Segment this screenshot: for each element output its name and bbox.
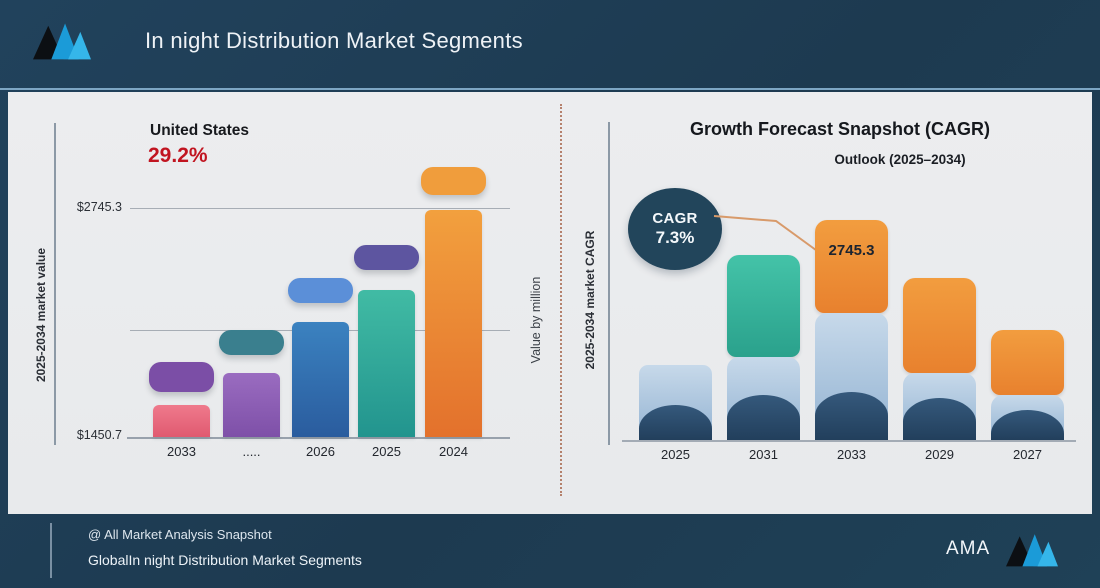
x-axis-line	[127, 437, 510, 439]
cagr-badge: CAGR 7.3%	[628, 188, 722, 270]
bar-value-label: 2745.3	[828, 242, 875, 259]
footer-credit: @ All Market Analysis Snapshot	[88, 527, 272, 542]
x-axis-label: 2025	[661, 447, 690, 462]
footer-divider-bar	[50, 523, 52, 578]
bar-2024	[425, 209, 482, 437]
bar-2033-segment-top	[815, 220, 888, 313]
y-axis-tick-label: $1450.7	[76, 428, 122, 442]
country-label: United States	[150, 122, 250, 139]
bar-2026	[292, 322, 349, 437]
bar-2027-segment-top	[991, 330, 1064, 395]
forecast-title: Growth Forecast Snapshot (CAGR)	[689, 119, 990, 139]
bar-.....	[223, 372, 280, 437]
charts-panel: 2025-2034 market value United States 29.…	[8, 92, 1092, 514]
x-axis-label: 2025	[372, 444, 401, 459]
footer: @ All Market Analysis Snapshot GlobalIn …	[0, 514, 1100, 588]
floating-cap-.....	[219, 329, 284, 356]
bar-2025	[358, 290, 415, 437]
bar-2033-segment-base	[815, 392, 888, 440]
bar-2029-segment-top	[903, 278, 976, 373]
cagr-badge-value: 7.3%	[655, 228, 695, 247]
bar-2031-segment-base	[727, 395, 800, 440]
ama-logo-icon	[1006, 534, 1058, 567]
x-axis-label: 2027	[1013, 447, 1042, 462]
footer-brand-text: AMA	[946, 538, 991, 559]
y-axis-tick-label: $2745.3	[76, 200, 122, 214]
forecast-subtitle: Outlook (2025–2034)	[834, 152, 966, 167]
page-title: In night Distribution Market Segments	[145, 28, 523, 53]
cagr-badge-label: CAGR	[652, 210, 698, 227]
header: In night Distribution Market Segments	[0, 0, 1100, 90]
x-axis-label: 2031	[749, 447, 778, 462]
floating-cap-2026	[288, 277, 353, 304]
x-axis-line	[622, 440, 1076, 442]
left-y-axis-title: 2025-2034 market value	[34, 247, 48, 383]
x-axis-label: .....	[242, 444, 261, 459]
value-by-million-label: Value by million	[529, 276, 543, 364]
left-y-axis-line	[54, 123, 56, 445]
x-axis-label: 2033	[837, 447, 866, 462]
x-axis-label: 2026	[306, 444, 335, 459]
right-y-axis-title: 2025-2034 market CAGR	[583, 230, 597, 370]
ama-logo-icon	[33, 23, 91, 60]
floating-cap-2025	[354, 245, 419, 270]
footer-report-title: GlobalIn night Distribution Market Segme…	[88, 552, 362, 568]
floating-cap-2024	[421, 167, 486, 195]
right-y-axis-line	[608, 122, 610, 445]
bar-2031-segment-top	[727, 255, 800, 357]
x-axis-label: 2024	[439, 444, 468, 459]
share-percentage: 29.2%	[148, 144, 208, 167]
x-axis-label: 2033	[167, 444, 196, 459]
chart-divider	[560, 104, 562, 496]
bar-2029-segment-base	[903, 398, 976, 440]
floating-cap-2033	[149, 361, 214, 392]
bar-2033	[153, 405, 210, 437]
x-axis-label: 2029	[925, 447, 954, 462]
gridline	[130, 208, 510, 209]
bar-2025-segment-base	[639, 405, 712, 440]
